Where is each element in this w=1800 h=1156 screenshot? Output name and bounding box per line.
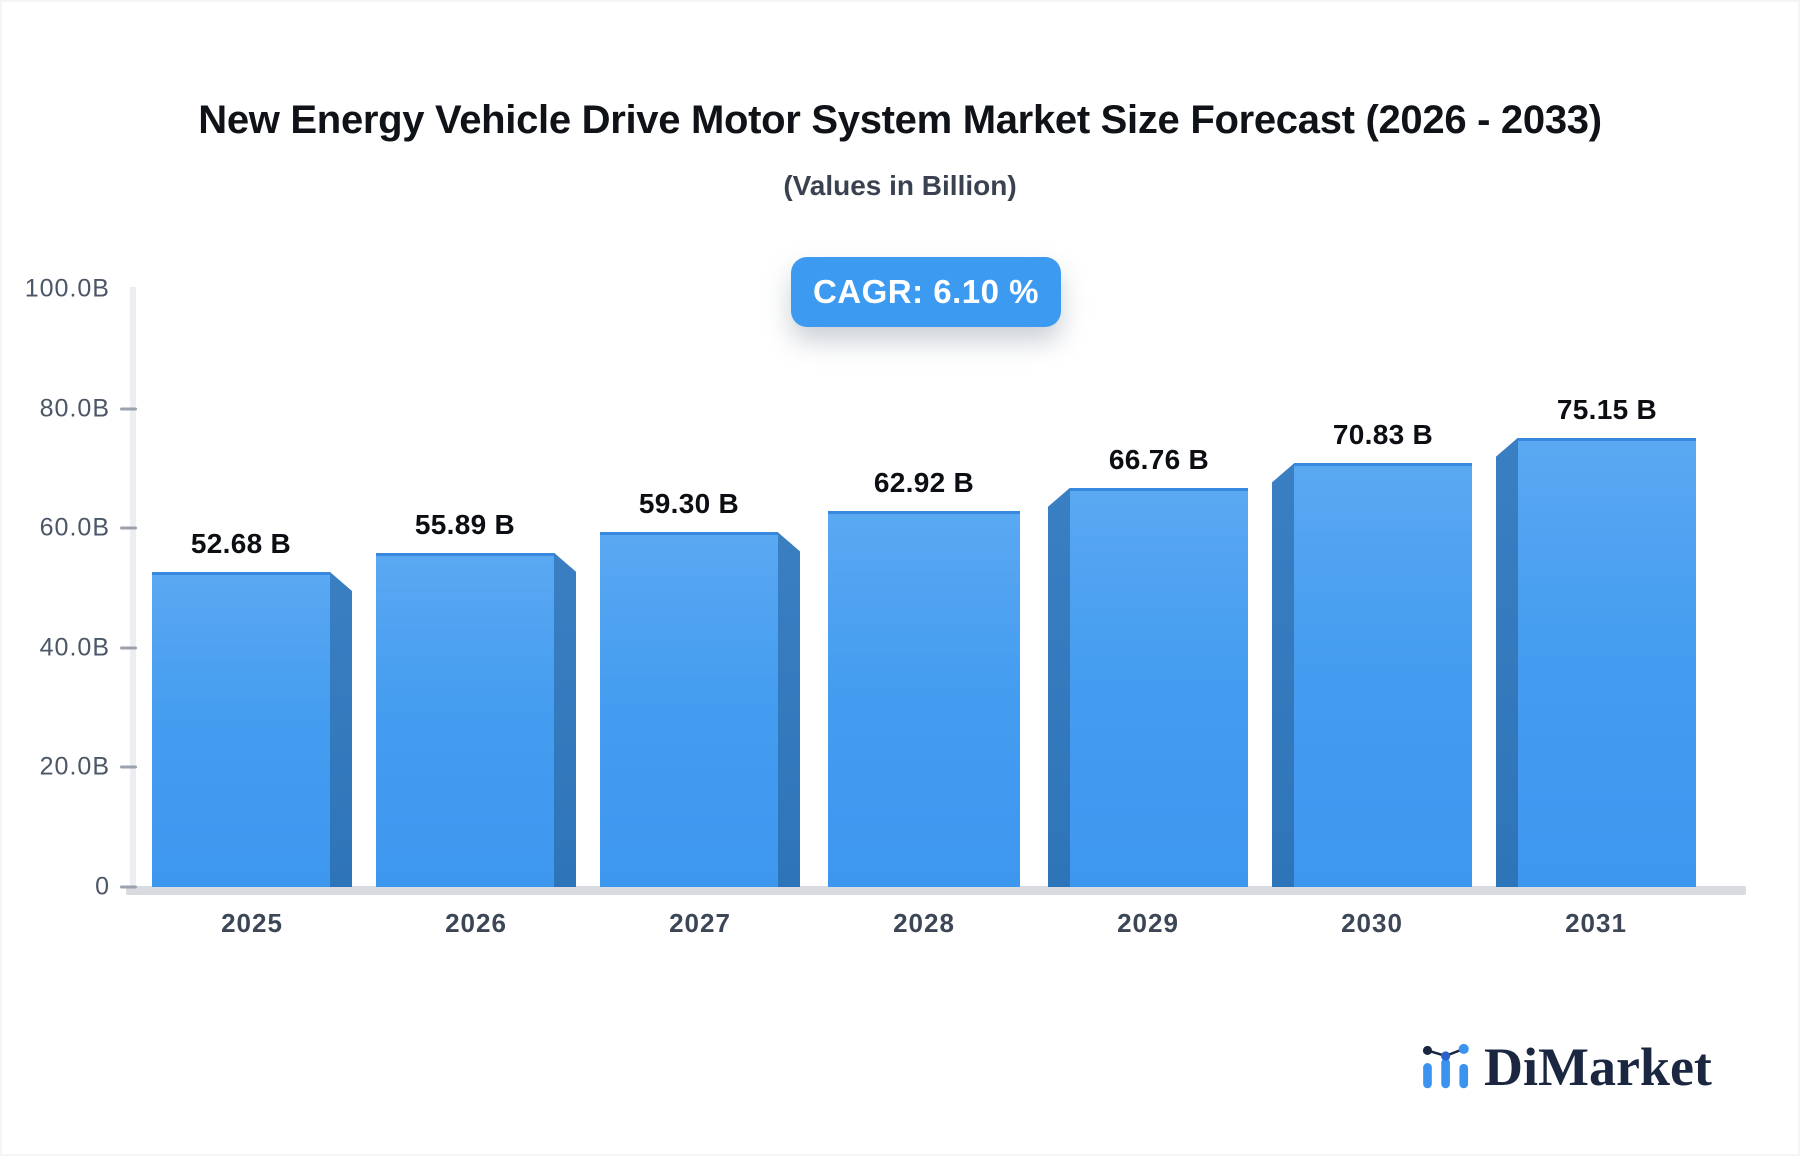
bar-value-label: 52.68 B [190, 527, 292, 559]
bar-value-label: 55.89 B [414, 508, 516, 540]
x-axis-category-label: 2025 [221, 908, 283, 938]
y-axis-tick-label: 20.0B [39, 752, 110, 781]
bar-3d-side-2026 [554, 552, 576, 887]
bar-value-label: 62.92 B [873, 466, 975, 498]
y-axis-tick-mark [120, 407, 137, 411]
y-axis-tick-label: 100.0B [24, 274, 110, 303]
bar-value-label: 66.76 B [1108, 443, 1210, 475]
bar-2026 [376, 552, 554, 887]
y-axis-tick-mark [120, 646, 137, 650]
y-axis-tick-mark [120, 885, 137, 889]
x-axis-category-label: 2027 [669, 908, 731, 938]
bar-value-label: 75.15 B [1556, 393, 1658, 425]
bar-3d-side-2029 [1048, 487, 1070, 887]
x-axis-category-label: 2029 [1117, 908, 1179, 938]
y-axis-tick-label: 40.0B [39, 633, 110, 662]
dimarket-logo: DiMarket [1420, 1040, 1712, 1094]
bar-3d-side-2030 [1272, 463, 1294, 887]
x-axis-category-label: 2026 [445, 908, 507, 938]
y-axis-tick-label: 60.0B [39, 513, 110, 542]
chart-title: New Energy Vehicle Drive Motor System Ma… [198, 98, 1602, 142]
bar-2029 [1070, 487, 1248, 887]
bar-2028 [828, 510, 1020, 887]
y-axis-tick-label: 0 [95, 872, 110, 901]
bar-value-label: 59.30 B [638, 488, 740, 520]
bar-2031 [1518, 437, 1696, 887]
cagr-badge-label: CAGR: 6.10 % [812, 273, 1040, 310]
bar-2027 [600, 532, 778, 887]
bar-3d-side-2031 [1496, 437, 1518, 887]
y-axis-tick-label: 80.0B [39, 394, 110, 423]
dimarket-logo-icon [1422, 1043, 1469, 1089]
dimarket-logo-text: DiMarket [1484, 1037, 1712, 1097]
x-axis-category-label: 2028 [893, 908, 955, 938]
bar-2025 [152, 571, 330, 887]
cagr-badge: CAGR: 6.10 % [791, 257, 1061, 327]
x-axis-baseline [126, 886, 1746, 895]
bar-3d-side-2027 [778, 532, 800, 887]
bar-value-label: 70.83 B [1332, 419, 1434, 451]
y-axis-tick-mark [120, 765, 137, 769]
bar-2030 [1294, 463, 1472, 887]
bar-3d-side-2025 [330, 571, 352, 887]
x-axis-category-label: 2030 [1341, 908, 1403, 938]
y-axis-tick-mark [120, 526, 137, 530]
x-axis-category-label: 2031 [1565, 908, 1627, 938]
chart-subtitle: (Values in Billion) [783, 170, 1017, 201]
y-axis-line [130, 287, 136, 891]
